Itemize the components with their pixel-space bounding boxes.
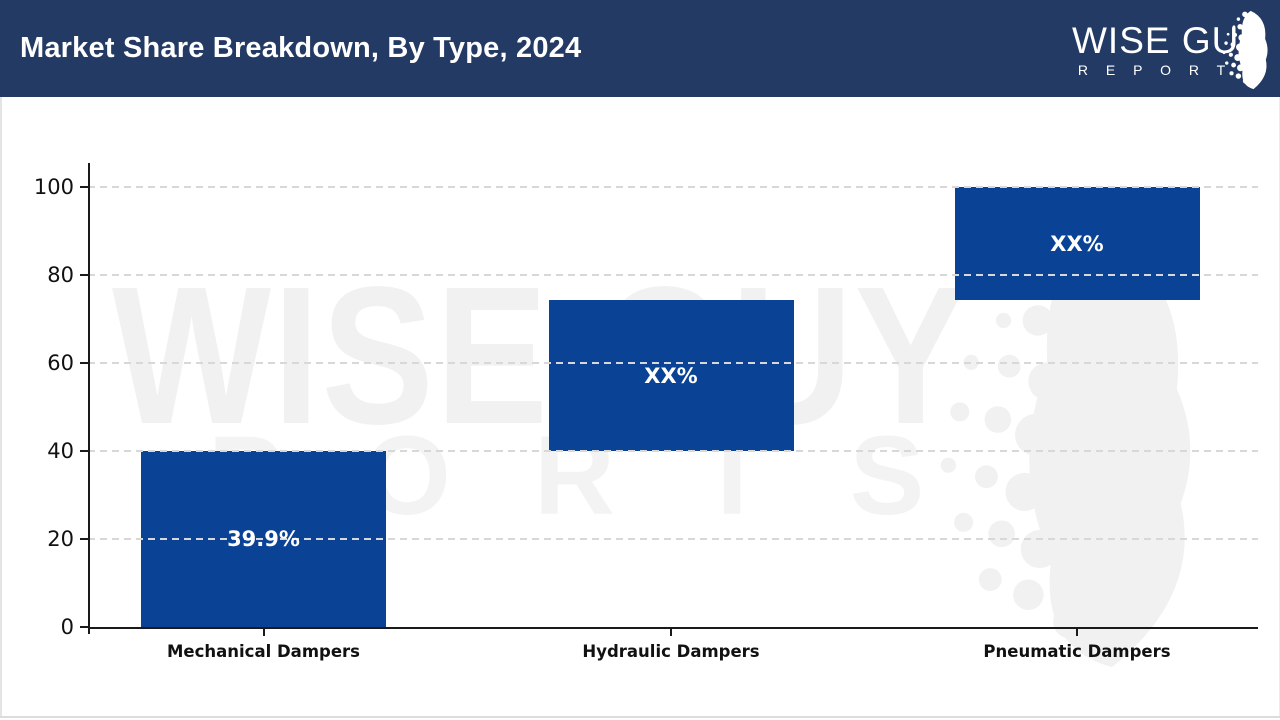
y-tick-label: 100	[33, 175, 74, 199]
x-axis-line	[88, 627, 1258, 629]
x-category-label: Mechanical Dampers	[167, 642, 360, 661]
logo-reports-label: R E P O R T S	[1077, 62, 1260, 78]
x-tickmark	[1076, 629, 1078, 636]
header-band: Market Share Breakdown, By Type, 2024 WI…	[0, 0, 1280, 97]
x-category-label: Pneumatic Dampers	[983, 642, 1171, 661]
x-tickmark	[670, 629, 672, 636]
logo-wiseguy-label: WISE GUY	[1072, 20, 1266, 61]
y-gridline	[88, 538, 1258, 540]
y-tickmark	[80, 274, 88, 276]
bar-segment	[548, 300, 794, 452]
y-tickmark	[80, 626, 88, 628]
y-axis-line	[88, 163, 90, 634]
x-tickmark	[262, 629, 265, 636]
bar-value-label: XX%	[1050, 231, 1104, 256]
y-tick-label: 80	[47, 263, 74, 287]
watermark-wiseguy-text: WISE GUY	[112, 246, 969, 465]
wiseguy-face-icon	[1222, 10, 1268, 90]
y-gridline	[88, 450, 1258, 452]
y-tickmark	[80, 538, 88, 540]
y-tickmark	[80, 450, 88, 452]
page-title: Market Share Breakdown, By Type, 2024	[20, 32, 582, 64]
bar-value-label: XX%	[644, 363, 698, 388]
y-tick-label: 40	[47, 439, 74, 463]
frame-bottom-line	[0, 716, 1280, 718]
bar-value-label: 39.9%	[227, 527, 300, 552]
bar-segment	[954, 187, 1200, 301]
y-tickmark	[80, 186, 88, 188]
y-tick-label: 0	[60, 615, 74, 639]
y-tickmark	[80, 362, 88, 364]
wiseguy-logo-text: WISE GUY R E P O R T S	[1072, 22, 1265, 78]
frame-left-line	[0, 97, 2, 718]
y-tick-label: 60	[47, 351, 74, 375]
y-gridline	[88, 186, 1258, 188]
x-category-label: Hydraulic Dampers	[582, 642, 760, 661]
y-gridline	[88, 362, 1258, 364]
y-tick-label: 20	[47, 527, 74, 551]
y-gridline	[88, 274, 1258, 276]
wiseguy-logo: WISE GUY R E P O R T S	[1032, 4, 1272, 94]
bar-chart: 39.9% XX% XX% 0 20 40 60 80 100 Mechanical Damper…	[0, 97, 1280, 720]
